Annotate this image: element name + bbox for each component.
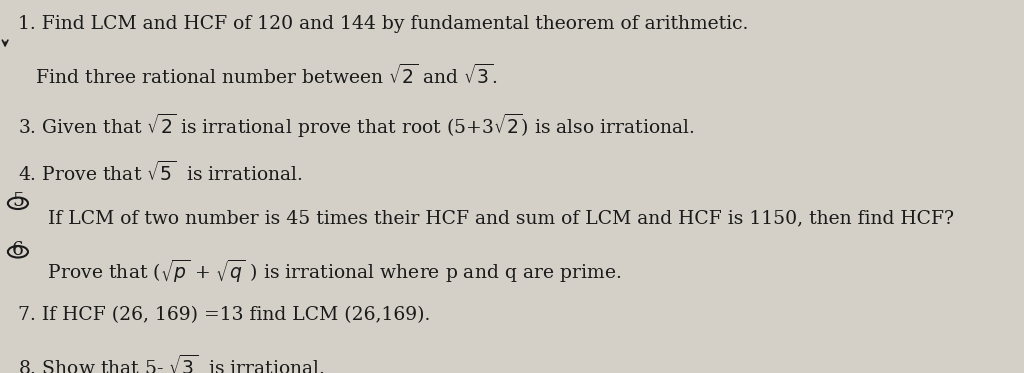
Text: 8. Show that 5- $\sqrt{3}$  is irrational.: 8. Show that 5- $\sqrt{3}$ is irrational… bbox=[18, 354, 326, 373]
Text: 7. If HCF (26, 169) =13 find LCM (26,169).: 7. If HCF (26, 169) =13 find LCM (26,169… bbox=[18, 306, 431, 324]
Text: Find three rational number between $\sqrt{2}$ and $\sqrt{3}$.: Find three rational number between $\sqr… bbox=[18, 63, 498, 88]
Text: 6: 6 bbox=[12, 241, 24, 259]
Text: 4. Prove that $\sqrt{5}$  is irrational.: 4. Prove that $\sqrt{5}$ is irrational. bbox=[18, 160, 303, 185]
Text: 5: 5 bbox=[12, 192, 24, 210]
Text: 1. Find LCM and HCF of 120 and 144 by fundamental theorem of arithmetic.: 1. Find LCM and HCF of 120 and 144 by fu… bbox=[18, 15, 749, 33]
Text: 3. Given that $\sqrt{2}$ is irrational prove that root (5+3$\sqrt{2}$) is also i: 3. Given that $\sqrt{2}$ is irrational p… bbox=[18, 112, 695, 140]
Text: If LCM of two number is 45 times their HCF and sum of LCM and HCF is 1150, then : If LCM of two number is 45 times their H… bbox=[36, 209, 953, 227]
Text: Prove that ($\sqrt{p}$ + $\sqrt{q}$ ) is irrational where p and q are prime.: Prove that ($\sqrt{p}$ + $\sqrt{q}$ ) is… bbox=[36, 257, 622, 285]
